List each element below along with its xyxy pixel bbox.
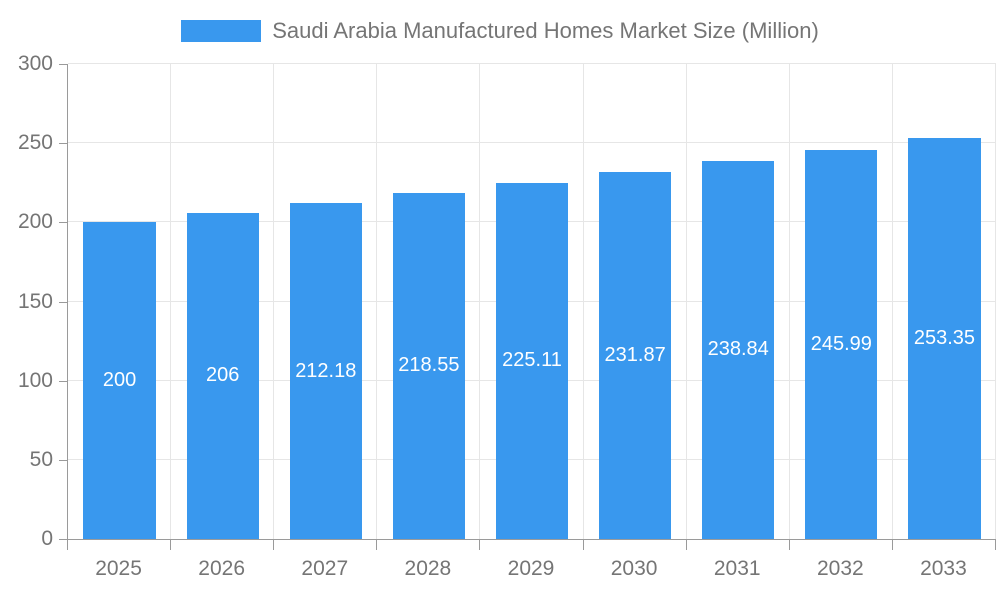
y-axis-label: 0: [41, 527, 53, 550]
x-axis-label: 2027: [301, 557, 349, 580]
gridline-horizontal: [68, 142, 996, 144]
x-axis-label: 2033: [920, 557, 967, 580]
y-axis-label: 250: [17, 131, 53, 155]
y-axis-tick: [59, 539, 67, 540]
bar[interactable]: 200: [83, 222, 156, 539]
y-axis-label: 150: [17, 289, 53, 313]
bar[interactable]: 218.55: [392, 192, 465, 539]
x-axis-tick: [479, 540, 481, 550]
bar-value-label: 206: [205, 364, 240, 387]
bar[interactable]: 231.87: [599, 171, 672, 539]
x-axis-label: 2025: [95, 557, 142, 580]
x-axis-tick: [891, 540, 893, 550]
y-axis-tick: [59, 64, 67, 65]
gridline-vertical: [685, 64, 687, 539]
gridline-vertical: [376, 64, 378, 539]
x-axis-tick: [995, 540, 996, 550]
legend-label[interactable]: Saudi Arabia Manufactured Homes Market S…: [272, 18, 819, 43]
x-axis-label: 2026: [198, 557, 246, 580]
y-axis-label: 100: [17, 368, 53, 392]
bar-value-label: 245.99: [810, 332, 872, 355]
y-axis-label: 50: [29, 447, 53, 471]
bar[interactable]: 206: [186, 212, 259, 539]
bar[interactable]: 245.99: [805, 149, 878, 539]
gridline-vertical: [995, 64, 996, 539]
y-axis-label: 300: [17, 52, 53, 75]
x-axis-tick: [582, 540, 584, 550]
gridline-vertical: [788, 64, 790, 539]
x-axis-tick: [685, 540, 687, 550]
gridline-vertical: [479, 64, 481, 539]
x-axis-tick: [170, 540, 172, 550]
x-axis-label: 2032: [816, 557, 864, 580]
legend-swatch-icon[interactable]: [181, 20, 262, 42]
legend: Saudi Arabia Manufactured Homes Market S…: [0, 18, 1000, 44]
x-axis-tick: [67, 540, 68, 550]
x-axis-tick: [376, 540, 378, 550]
y-axis-tick: [59, 459, 67, 461]
bar-value-label: 231.87: [604, 343, 666, 366]
y-axis-tick: [59, 143, 67, 145]
x-axis-label: 2030: [610, 557, 658, 580]
bar[interactable]: 238.84: [702, 160, 775, 539]
gridline-vertical: [170, 64, 172, 539]
bar-value-label: 238.84: [707, 338, 769, 361]
gridline-horizontal: [68, 63, 996, 64]
bar-value-label: 212.18: [295, 359, 357, 382]
bar-value-label: 225.11: [502, 349, 562, 372]
y-axis-tick: [59, 301, 67, 303]
bar-value-label: 218.55: [398, 354, 460, 377]
y-axis-tick: [59, 380, 67, 382]
bar-value-label: 253.35: [913, 326, 976, 349]
gridline-vertical: [582, 64, 584, 539]
x-axis-label: 2029: [507, 557, 555, 580]
x-axis-label: 2028: [404, 557, 452, 580]
plot-area: 200 206 212.18 218.55 225.11 231.87 238.84 245.…: [67, 63, 996, 540]
bar[interactable]: 212.18: [289, 203, 362, 539]
y-axis-tick: [59, 222, 67, 224]
x-axis-tick: [273, 540, 275, 550]
x-axis-label: 2031: [713, 557, 761, 580]
x-axis-tick: [788, 540, 790, 550]
bar-value-label: 200: [102, 369, 137, 392]
gridline-vertical: [273, 64, 275, 539]
bar[interactable]: 253.35: [908, 137, 981, 539]
gridline-vertical: [891, 64, 893, 539]
bar[interactable]: 225.11: [495, 182, 569, 539]
y-axis-label: 200: [17, 210, 53, 234]
